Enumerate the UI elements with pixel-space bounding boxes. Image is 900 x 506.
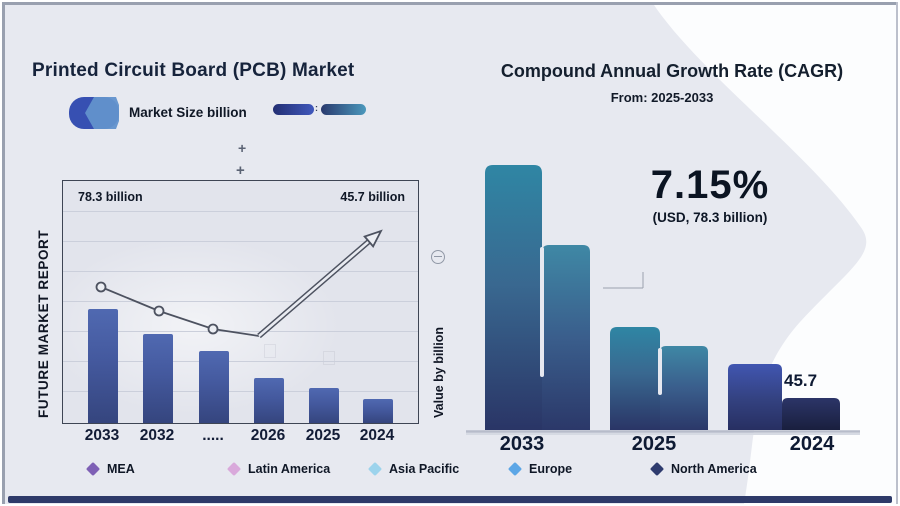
- legend-diamond-icon: [85, 461, 101, 477]
- market-bar-2024: [363, 399, 393, 423]
- cagr-bar-2025: [610, 327, 660, 430]
- ratio-separator: :: [315, 103, 318, 113]
- ratio-pill-primary: [273, 104, 314, 115]
- x-label-.....: .....: [202, 427, 224, 444]
- market-size-legend-label: Market Size billion: [129, 105, 247, 120]
- cagr-bar-2024: [728, 364, 782, 430]
- region-legend: MEA Latin America Asia Pacific Europe North …: [0, 461, 900, 486]
- gridline: [63, 211, 418, 212]
- market-bar-.....: [199, 351, 229, 423]
- gridline: [63, 331, 418, 332]
- cagr-x-label-2024: 2024: [789, 433, 835, 455]
- market-bar-2025: [309, 388, 339, 423]
- gridline: [63, 301, 418, 302]
- legend-item-north-america: North America: [649, 461, 757, 477]
- right-chart-area: 45.7 2033 2025 2024: [460, 150, 872, 480]
- bar-notch: [658, 348, 662, 395]
- arrow-shaft-fill: [258, 240, 370, 337]
- legend-diamond-icon: [649, 461, 665, 477]
- legend-label: Latin America: [248, 462, 331, 476]
- watermark-glyph: [323, 351, 335, 365]
- legend-item-mea: MEA: [85, 461, 135, 477]
- legend-diamond-icon: [367, 461, 383, 477]
- left-chart-title: Printed Circuit Board (PCB) Market: [32, 60, 355, 81]
- x-label-2033: 2033: [84, 427, 120, 444]
- legend-label: Asia Pacific: [389, 462, 460, 476]
- frame-border-top: [2, 2, 898, 5]
- x-label-2024: 2024: [359, 427, 395, 444]
- plus-mark-1: +: [238, 140, 247, 156]
- market-bar-2032: [143, 334, 173, 423]
- gridline: [63, 391, 418, 392]
- market-bar-2026: [254, 378, 284, 423]
- cagr-percentage: 7.15%: [650, 163, 770, 207]
- right-chart-subtitle: From: 2025-2033: [610, 90, 714, 105]
- trend-marker: [153, 305, 165, 317]
- cagr-bar-2024: [782, 398, 840, 430]
- cagr-bar-2025: [660, 346, 708, 430]
- legend-diamond-icon: [507, 461, 523, 477]
- cagr-x-label-2025: 2025: [631, 433, 677, 455]
- legend-item-latin-america: Latin America: [226, 461, 331, 477]
- left-plot-area: 78.3 billion 45.7 billion: [62, 180, 419, 424]
- cagr-bars: [466, 165, 860, 435]
- value-by-billion-label: Value by billion: [432, 327, 446, 418]
- trend-marker: [95, 281, 107, 293]
- cagr-caption: (USD, 78.3 billion): [652, 210, 768, 225]
- circle-minus-icon: [431, 250, 445, 264]
- gridline: [63, 271, 418, 272]
- gridline: [63, 241, 418, 242]
- legend-item-europe: Europe: [507, 461, 573, 477]
- legend-label: MEA: [107, 462, 135, 476]
- future-market-report-label: FUTURE MARKET REPORT: [36, 229, 51, 418]
- x-label-2032: 2032: [139, 427, 175, 444]
- market-size-icon: [69, 97, 119, 129]
- market-bar-2033: [88, 309, 118, 423]
- bottom-accent-bar: [8, 496, 892, 503]
- right-chart-title: Compound Annual Growth Rate (CAGR): [500, 61, 844, 81]
- frame-border-right: [896, 2, 898, 504]
- cagr-x-label-2033: 2033: [499, 433, 545, 455]
- bar-data-label-45-7: 45.7: [784, 371, 818, 390]
- legend-label: Europe: [529, 462, 573, 476]
- trend-line: [100, 286, 260, 337]
- cagr-bar-2033: [485, 165, 542, 430]
- cagr-bar-2033: [542, 245, 590, 430]
- x-label-2026: 2026: [250, 427, 286, 444]
- legend-item-asia-pacific: Asia Pacific: [367, 461, 460, 477]
- ratio-pill-secondary: [321, 104, 366, 115]
- annotation-45-billion: 45.7 billion: [340, 190, 405, 204]
- arrow-head: [363, 229, 383, 248]
- frame-border-left: [2, 2, 5, 504]
- legend-label: North America: [671, 462, 757, 476]
- x-label-2025: 2025: [305, 427, 341, 444]
- left-x-axis-labels: 2033 2032..... 2026 2025 2024: [62, 427, 418, 447]
- annotation-78-billion: 78.3 billion: [78, 190, 143, 204]
- trend-line-arrow: [95, 229, 383, 339]
- watermark-glyph: [264, 344, 276, 358]
- legend-diamond-icon: [226, 461, 242, 477]
- trend-marker: [207, 323, 219, 335]
- bar-notch: [540, 247, 544, 377]
- plus-mark-2: +: [236, 162, 245, 179]
- gridline: [63, 361, 418, 362]
